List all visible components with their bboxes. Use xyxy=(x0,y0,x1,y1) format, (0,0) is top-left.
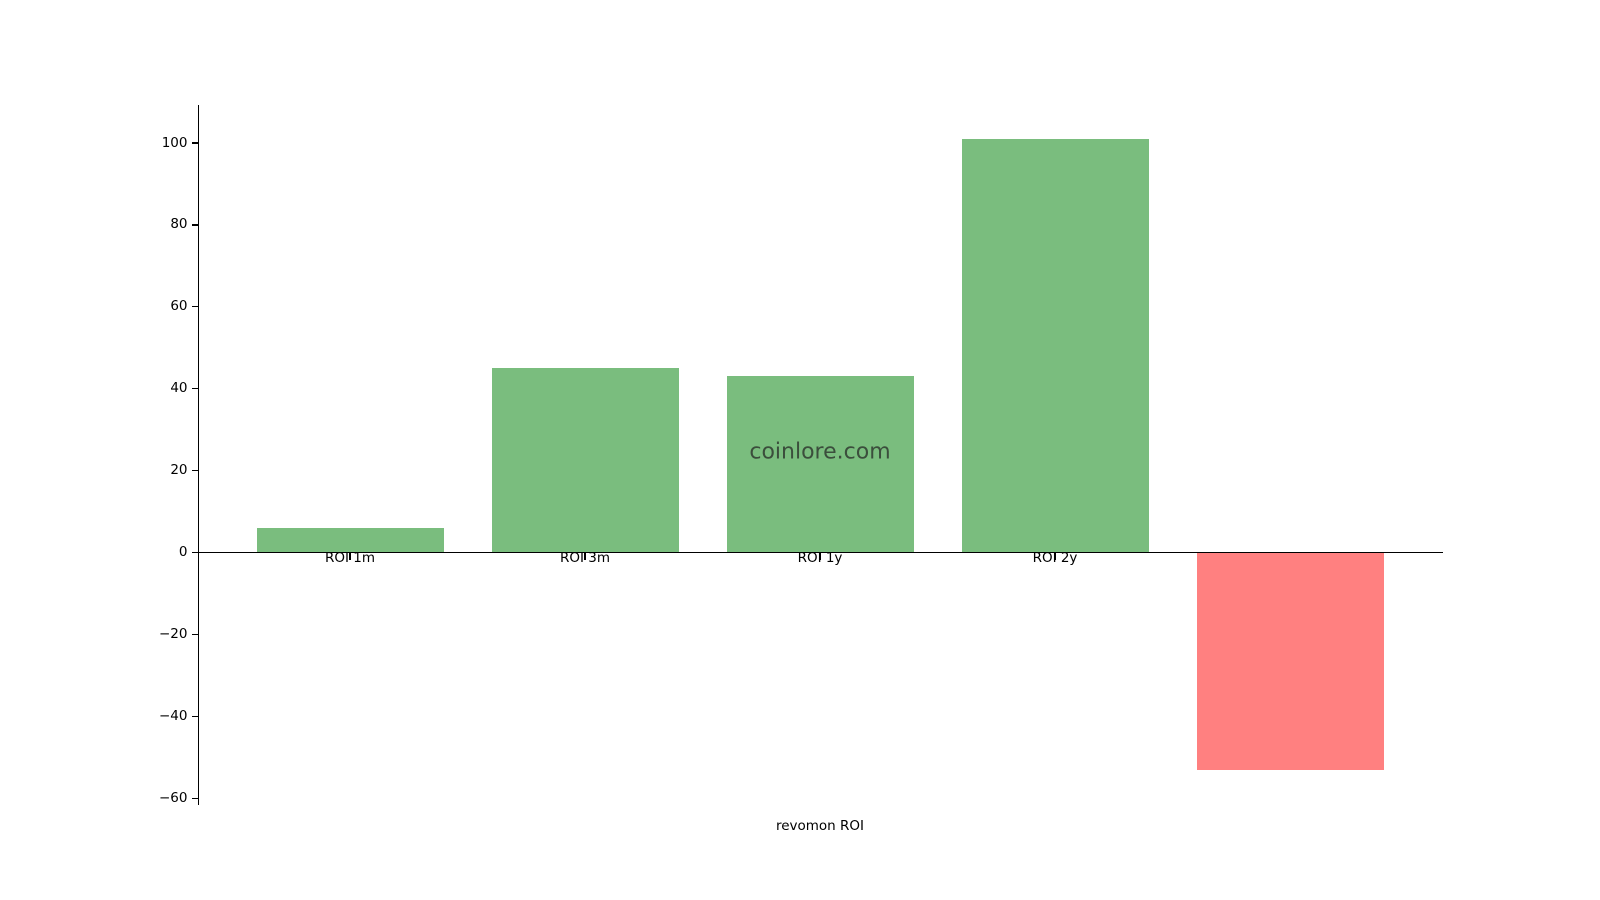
bar-roi-2y xyxy=(961,138,1149,553)
x-tick-mark xyxy=(349,552,351,560)
y-tick-mark xyxy=(191,469,199,472)
bar-roi-3m xyxy=(491,368,679,553)
y-tick-mark xyxy=(191,551,199,554)
x-axis-title: revomon ROI xyxy=(775,818,865,834)
x-axis-zero-line xyxy=(197,551,1443,554)
y-tick-mark xyxy=(191,388,199,390)
y-tick-label: 0 xyxy=(178,544,188,560)
y-tick-mark xyxy=(191,306,199,308)
y-tick-label: −40 xyxy=(159,707,188,724)
x-tick-label: ROI 1y xyxy=(797,550,843,566)
bar-roi-1y xyxy=(726,376,914,553)
bar-roi-1m xyxy=(256,527,444,553)
y-axis-spine xyxy=(197,105,199,805)
x-tick-label: ROI 3m xyxy=(559,550,611,566)
bar-unlabeled xyxy=(1196,552,1384,770)
y-tick-mark xyxy=(191,224,199,226)
y-tick-mark xyxy=(191,797,199,799)
y-tick-label: 60 xyxy=(170,298,188,315)
y-tick-label: 40 xyxy=(170,380,188,397)
watermark-text: coinlore.com xyxy=(749,439,891,465)
y-tick-label: 100 xyxy=(161,134,188,151)
y-tick-mark xyxy=(191,715,199,717)
x-tick-mark xyxy=(1054,552,1056,560)
x-tick-label: ROI 1m xyxy=(324,550,376,566)
y-tick-label: 80 xyxy=(170,216,188,233)
x-tick-label: ROI 2y xyxy=(1032,550,1078,566)
y-tick-mark xyxy=(191,633,199,636)
x-tick-mark xyxy=(584,552,586,560)
y-tick-mark xyxy=(191,142,199,144)
y-tick-label: 20 xyxy=(170,462,188,479)
x-tick-mark xyxy=(819,552,821,560)
y-tick-label: −60 xyxy=(159,789,188,806)
y-tick-label: −20 xyxy=(159,625,188,642)
